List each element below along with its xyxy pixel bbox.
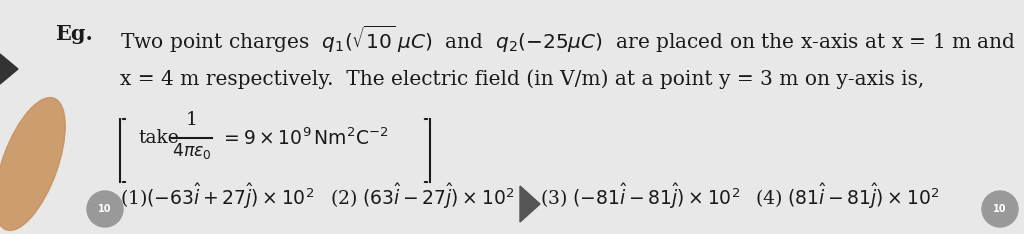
Text: Two point charges  $q_1(\sqrt{10}\,\mu C)$  and  $q_2(-25\mu C)$  are placed on : Two point charges $q_1(\sqrt{10}\,\mu C)… [120,24,1016,55]
Text: (2) $(63\hat{i}-27\hat{j})\times10^2$: (2) $(63\hat{i}-27\hat{j})\times10^2$ [330,181,514,211]
Circle shape [87,191,123,227]
Polygon shape [520,186,540,222]
Text: 1: 1 [186,111,198,129]
Text: $4\pi\varepsilon_0$: $4\pi\varepsilon_0$ [172,141,212,161]
Text: 10: 10 [98,204,112,214]
Polygon shape [0,54,18,84]
Text: (3) $(-81\hat{i}-81\hat{j})\times10^2$: (3) $(-81\hat{i}-81\hat{j})\times10^2$ [540,181,740,211]
Text: (4) $(81\hat{i}-81\hat{j})\times10^2$: (4) $(81\hat{i}-81\hat{j})\times10^2$ [755,181,939,211]
Text: (1)$(-63\hat{i}+27\hat{j})\times10^2$: (1)$(-63\hat{i}+27\hat{j})\times10^2$ [120,181,314,211]
Circle shape [982,191,1018,227]
Text: x = 4 m respectively.  The electric field (in V/m) at a point y = 3 m on y-axis : x = 4 m respectively. The electric field… [120,69,925,89]
Ellipse shape [0,98,66,230]
Text: $= 9\times10^9\,\mathrm{Nm^2C^{-2}}$: $= 9\times10^9\,\mathrm{Nm^2C^{-2}}$ [220,127,389,149]
Text: Eg.: Eg. [55,24,93,44]
Text: take: take [138,129,179,147]
Text: 10: 10 [993,204,1007,214]
